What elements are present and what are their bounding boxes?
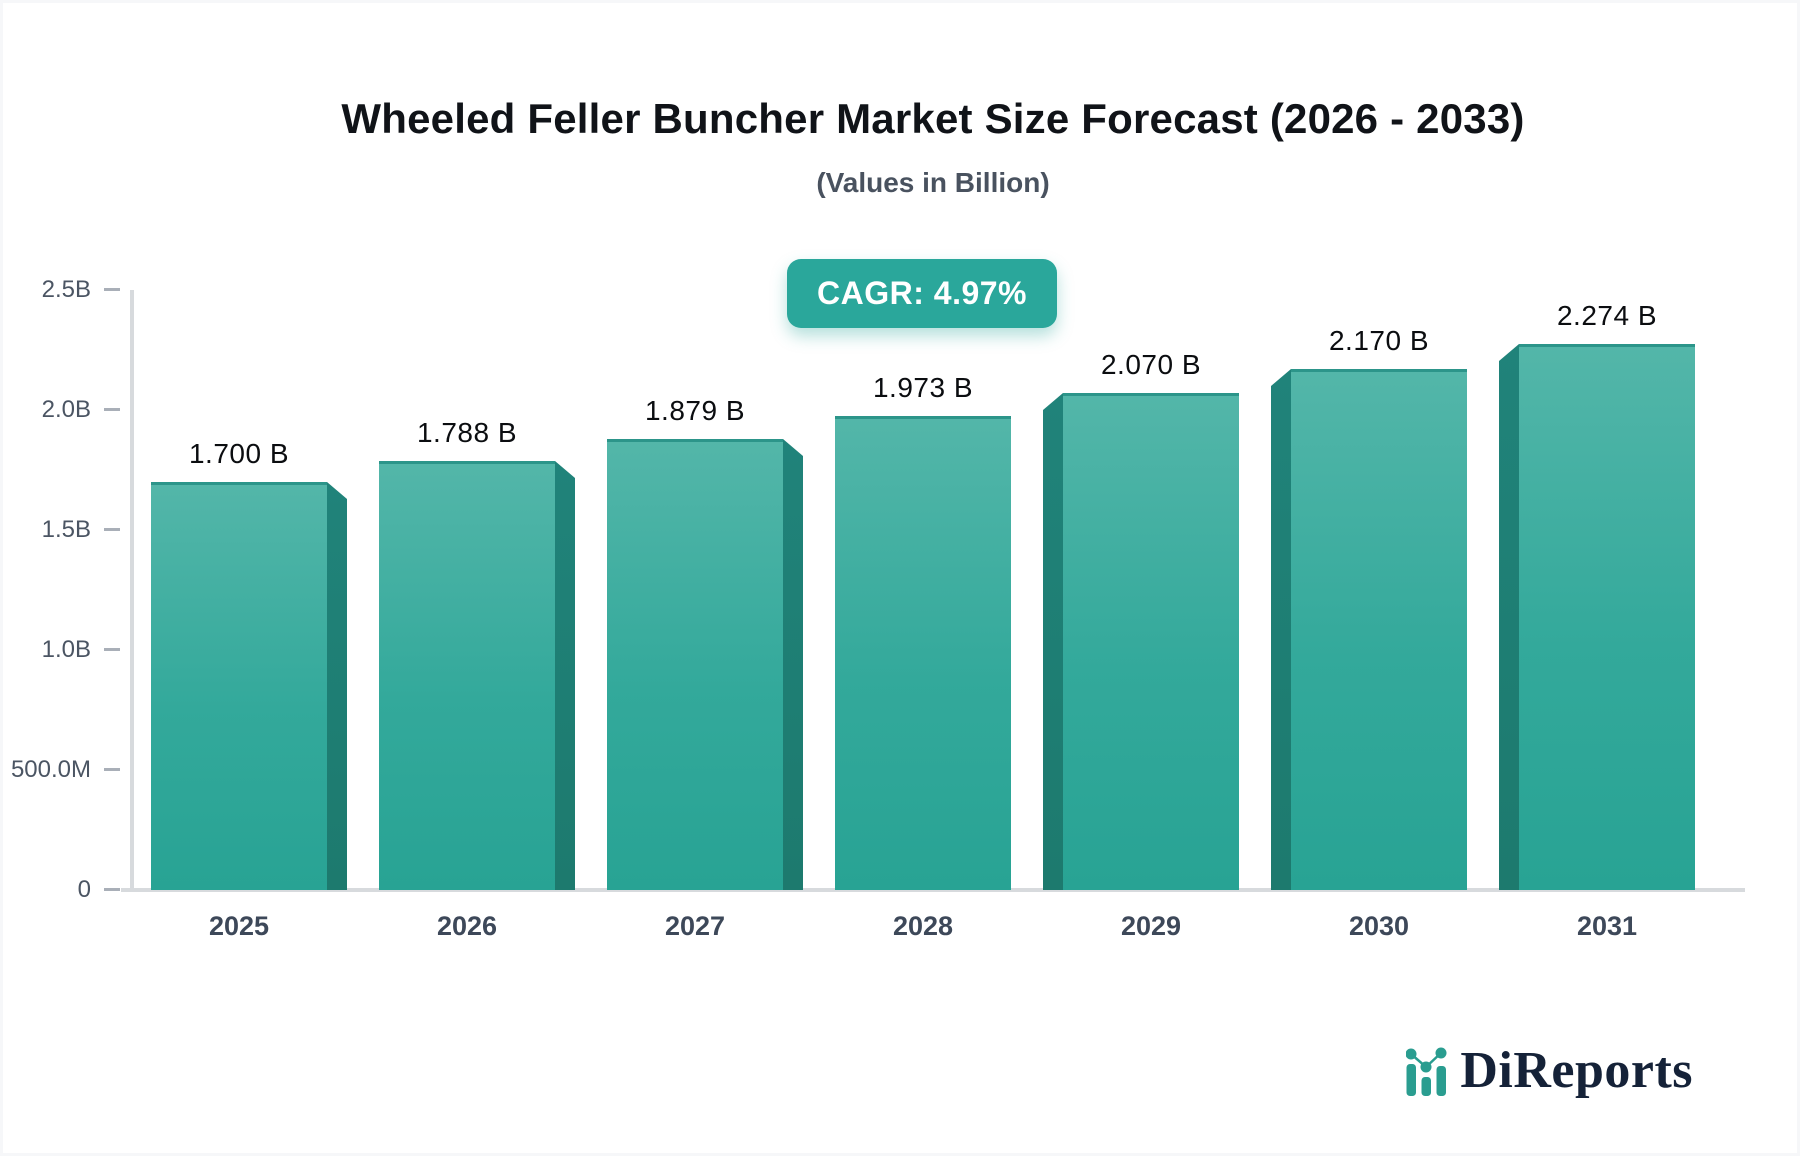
bar-side-3d <box>1499 344 1519 890</box>
bar-side-3d <box>555 461 575 890</box>
y-axis-tick-label: 0 <box>77 876 91 903</box>
x-axis-label: 2029 <box>1120 911 1182 941</box>
chart-title: Wheeled Feller Buncher Market Size Forec… <box>341 95 1525 142</box>
x-axis-label: 2026 <box>436 911 498 941</box>
x-axis-label: 2031 <box>1576 911 1638 941</box>
y-axis-tick-mark <box>104 408 120 411</box>
bar-side-3d <box>327 482 347 890</box>
bar-value-label: 2.070 B <box>1100 349 1202 380</box>
y-axis-tick-label: 1.0B <box>41 636 91 663</box>
y-axis-tick-mark <box>104 288 120 291</box>
bar-value-label: 2.274 B <box>1556 300 1658 331</box>
y-axis-tick-label: 2.0B <box>41 396 91 423</box>
bar-side-3d <box>1043 393 1063 890</box>
bar-side-3d <box>783 439 803 890</box>
bar-value-label: 2.170 B <box>1328 325 1430 356</box>
bar-2029 <box>1063 393 1239 890</box>
bar-2026 <box>379 461 555 890</box>
x-axis-label: 2028 <box>892 911 954 941</box>
bar-2025 <box>151 482 327 890</box>
chart-card: Wheeled Feller Buncher Market Size Forec… <box>3 3 1797 1153</box>
bar-value-label: 1.973 B <box>872 372 974 403</box>
direports-logo-icon <box>1406 1039 1452 1101</box>
y-axis-tick-mark <box>104 768 120 771</box>
bar-value-label: 1.788 B <box>416 417 518 448</box>
y-axis-tick-mark <box>104 888 120 891</box>
bar-2030 <box>1291 369 1467 890</box>
direports-logo: DiReports <box>1406 1039 1693 1101</box>
y-axis-tick-label: 2.5B <box>41 276 91 303</box>
y-axis-tick-label: 1.5B <box>41 516 91 543</box>
bar-2031 <box>1519 344 1695 890</box>
x-axis-label: 2030 <box>1348 911 1410 941</box>
y-axis-tick-mark <box>104 648 120 651</box>
bar-value-label: 1.700 B <box>188 438 290 469</box>
y-axis-tick-label: 500.0M <box>10 756 91 783</box>
chart-subtitle: (Values in Billion) <box>816 167 1050 198</box>
cagr-badge-wrap: CAGR: 4.97% <box>47 259 1797 328</box>
bar-side-3d <box>1271 369 1291 890</box>
y-axis-tick-mark <box>104 528 120 531</box>
bar-2027 <box>607 439 783 890</box>
bar-2028 <box>835 416 1011 890</box>
bar-value-label: 1.879 B <box>644 395 746 426</box>
direports-logo-text: DiReports <box>1460 1041 1693 1099</box>
x-axis-line <box>121 888 1745 892</box>
x-axis-label: 2027 <box>664 911 726 941</box>
x-axis-label: 2025 <box>208 911 270 941</box>
y-axis-line <box>130 290 134 892</box>
cagr-badge: CAGR: 4.97% <box>787 259 1057 328</box>
